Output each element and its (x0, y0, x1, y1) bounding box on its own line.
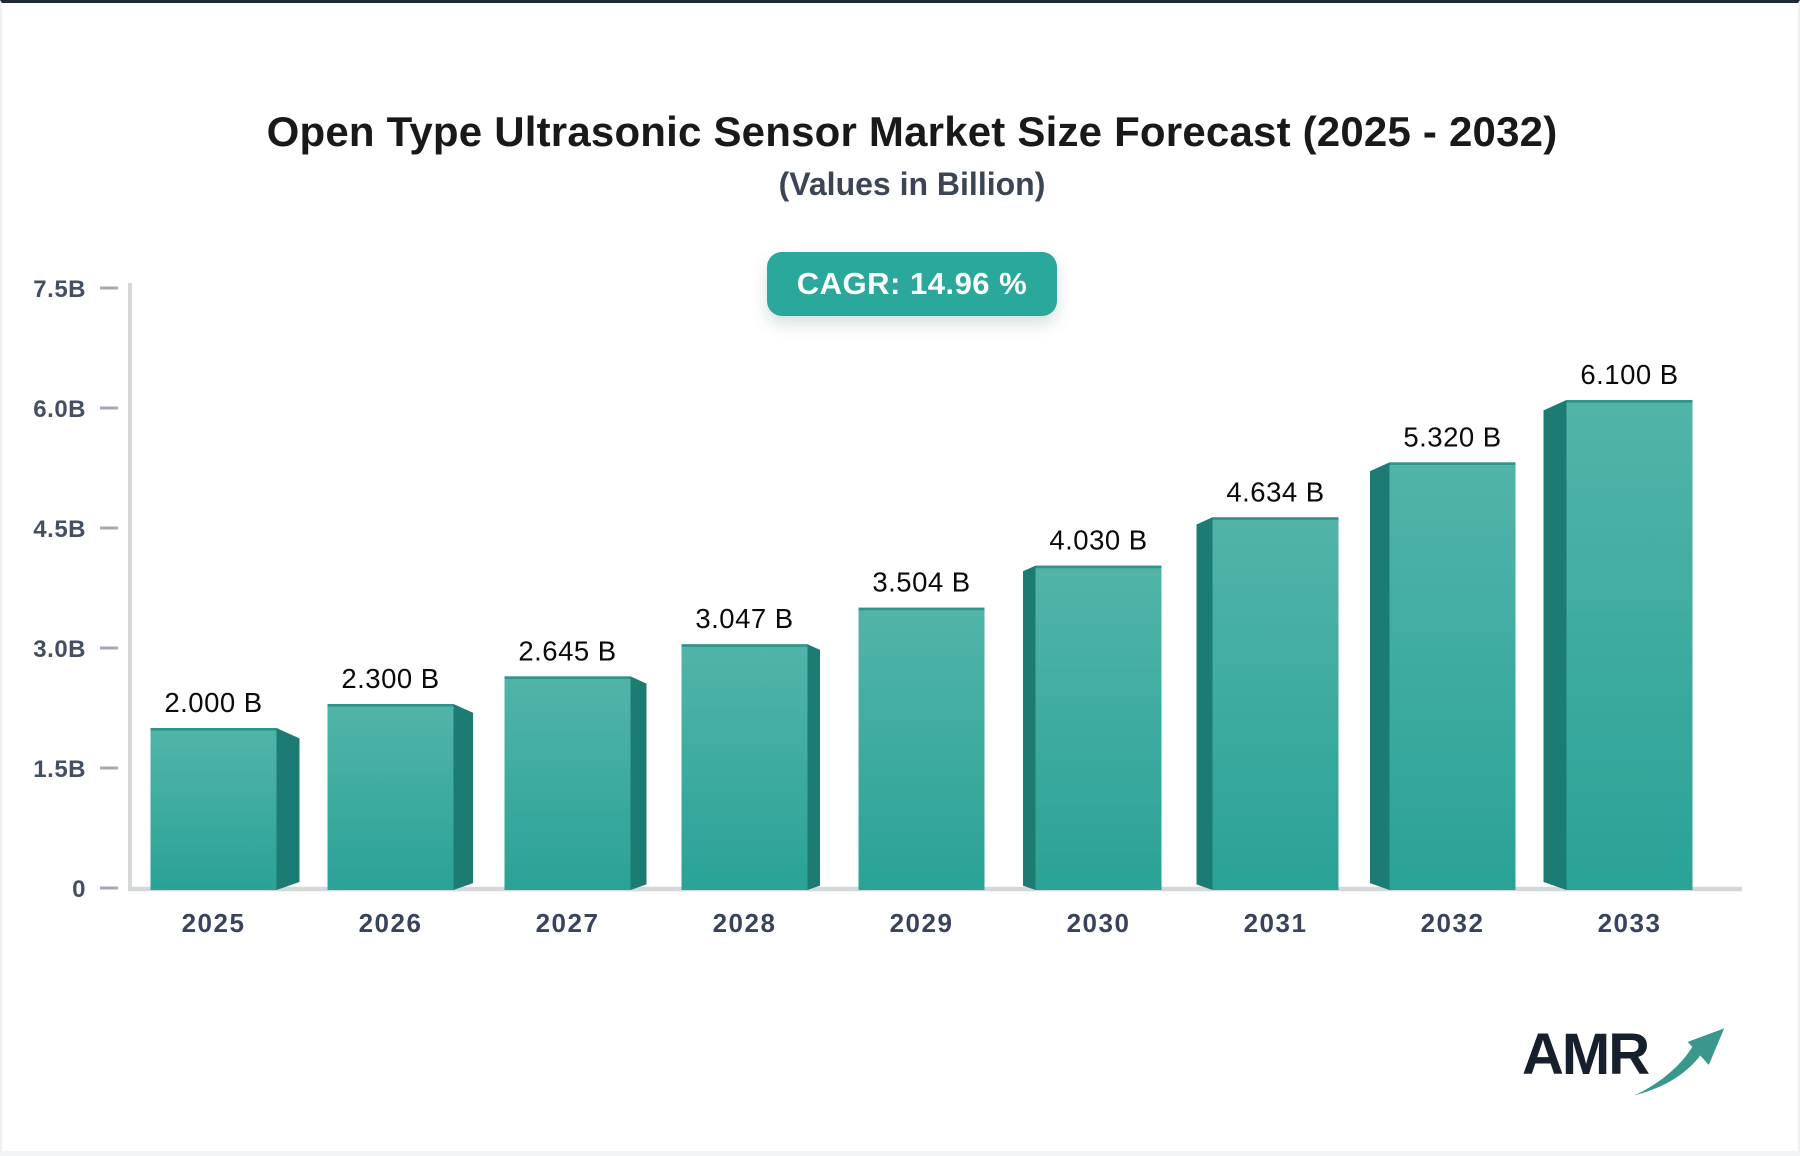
bar-side-face (453, 704, 473, 890)
bar-side-face (276, 728, 300, 890)
y-tick-label: 3.0B (33, 636, 86, 663)
bar-face (1566, 400, 1693, 890)
bar-value-label: 2.645 B (518, 635, 616, 666)
x-axis-label-2026: 2026 (359, 908, 423, 938)
bar-side-face (1023, 565, 1036, 890)
bar-value-label: 5.320 B (1403, 421, 1501, 452)
bar-value-label: 3.504 B (872, 567, 970, 598)
bar-2028[interactable]: 3.047 B (681, 603, 821, 890)
bar-value-label: 4.030 B (1049, 525, 1147, 556)
bar-2029[interactable]: 3.504 B (858, 567, 985, 890)
bar-value-label: 4.634 B (1226, 476, 1324, 507)
bar-2033[interactable]: 6.100 B (1543, 359, 1693, 890)
x-axis-label-2032: 2032 (1421, 908, 1485, 938)
bar-side-face (1543, 400, 1567, 890)
bar-2027[interactable]: 2.645 B (504, 635, 647, 890)
y-tick-label: 6.0B (33, 396, 86, 423)
y-tick-label: 4.5B (33, 516, 86, 543)
growth-arrow-icon (1634, 1028, 1725, 1096)
x-axis-label-2033: 2033 (1598, 908, 1662, 938)
y-tick-label: 0 (72, 876, 86, 903)
bar-side-face (1370, 462, 1390, 890)
page-title: Open Type Ultrasonic Sensor Market Size … (266, 108, 1558, 155)
bar-face (1389, 462, 1516, 890)
bar-face (1212, 517, 1339, 890)
bar-2025[interactable]: 2.000 B (150, 687, 300, 890)
x-axis-label-2028: 2028 (713, 908, 777, 938)
page-subtitle: (Values in Billion) (778, 166, 1046, 202)
bar-face (150, 728, 277, 890)
bar-value-label: 3.047 B (695, 603, 793, 634)
bar-face (681, 644, 808, 890)
bar-face (858, 607, 985, 890)
bar-2031[interactable]: 4.634 B (1196, 476, 1339, 890)
bar-face (1035, 565, 1162, 890)
bar-value-label: 6.100 B (1580, 359, 1678, 390)
bar-value-label: 2.000 B (164, 687, 262, 718)
x-axis-label-2029: 2029 (890, 908, 954, 938)
cagr-badge: CAGR: 14.96 % (766, 252, 1058, 316)
amr-logo: AMR (1522, 1026, 1728, 1100)
cagr-badge-row: CAGR: 14.96 % (24, 252, 1800, 316)
x-axis-label-2025: 2025 (182, 908, 246, 938)
bar-side-face (630, 676, 647, 890)
y-tick-label: 1.5B (33, 756, 86, 783)
bar-side-face (807, 644, 820, 890)
bar-2030[interactable]: 4.030 B (1023, 525, 1162, 890)
bar-value-label: 2.300 B (341, 663, 439, 694)
x-axis-label-2030: 2030 (1067, 908, 1131, 938)
bar-face (327, 704, 454, 890)
x-axis-label-2031: 2031 (1244, 908, 1308, 938)
bar-2032[interactable]: 5.320 B (1370, 421, 1516, 890)
x-axis-label-2027: 2027 (536, 908, 600, 938)
amr-logo-text: AMR (1522, 1022, 1650, 1087)
y-tick-label: 7.5B (33, 276, 86, 303)
bar-2026[interactable]: 2.300 B (327, 663, 474, 890)
bar-side-face (1196, 517, 1213, 890)
bar-face (504, 676, 631, 890)
